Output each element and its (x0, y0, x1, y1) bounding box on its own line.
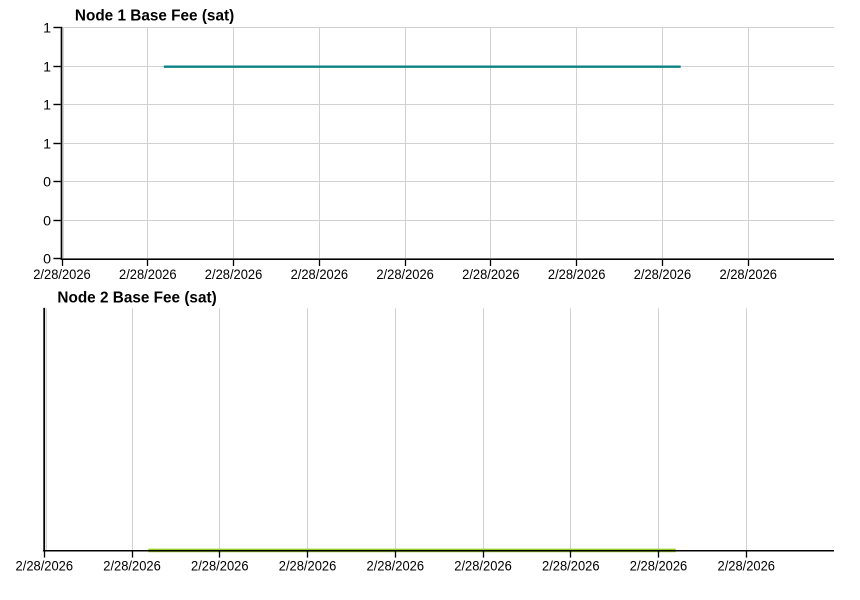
svg-text:2/28/2026: 2/28/2026 (462, 267, 520, 283)
svg-text:Node 1 Base Fee (sat): Node 1 Base Fee (sat) (75, 7, 234, 25)
svg-text:2/28/2026: 2/28/2026 (454, 558, 512, 574)
svg-text:2/28/2026: 2/28/2026 (16, 558, 74, 574)
svg-text:2/28/2026: 2/28/2026 (119, 267, 177, 283)
svg-text:0: 0 (43, 175, 51, 191)
svg-text:2/28/2026: 2/28/2026 (630, 558, 688, 574)
svg-text:2/28/2026: 2/28/2026 (718, 558, 776, 574)
svg-text:1: 1 (43, 21, 51, 37)
svg-text:0: 0 (43, 252, 51, 268)
svg-text:2/28/2026: 2/28/2026 (542, 558, 600, 574)
svg-text:2/28/2026: 2/28/2026 (33, 267, 91, 283)
svg-text:0: 0 (43, 214, 51, 230)
svg-text:1: 1 (43, 98, 51, 114)
svg-text:2/28/2026: 2/28/2026 (103, 558, 161, 574)
svg-text:Node 2 Base Fee (sat): Node 2 Base Fee (sat) (57, 289, 216, 307)
svg-text:2/28/2026: 2/28/2026 (291, 267, 349, 283)
svg-text:2/28/2026: 2/28/2026 (191, 558, 249, 574)
svg-text:1: 1 (43, 60, 51, 76)
svg-text:2/28/2026: 2/28/2026 (279, 558, 337, 574)
svg-text:2/28/2026: 2/28/2026 (719, 267, 777, 283)
svg-text:2/28/2026: 2/28/2026 (548, 267, 606, 283)
svg-text:1: 1 (43, 137, 51, 153)
svg-text:2/28/2026: 2/28/2026 (376, 267, 434, 283)
svg-text:2/28/2026: 2/28/2026 (634, 267, 692, 283)
svg-text:2/28/2026: 2/28/2026 (367, 558, 425, 574)
svg-text:2/28/2026: 2/28/2026 (205, 267, 263, 283)
